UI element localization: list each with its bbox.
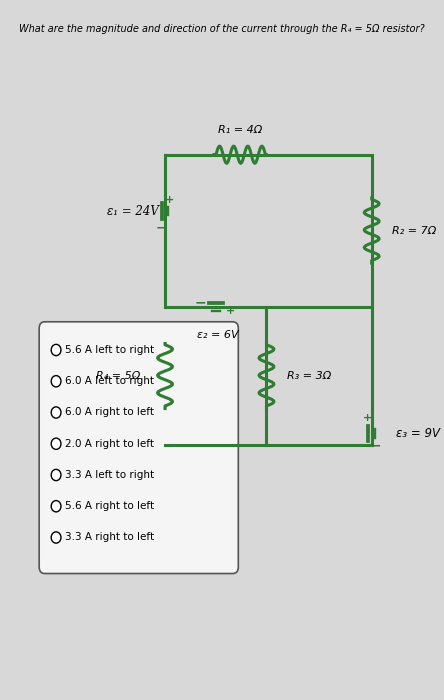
Text: R₄ = 5Ω: R₄ = 5Ω xyxy=(96,371,141,381)
Circle shape xyxy=(51,344,61,356)
Text: +: + xyxy=(165,195,174,204)
Text: −: − xyxy=(371,440,381,453)
Text: 3.3 A right to left: 3.3 A right to left xyxy=(65,533,155,542)
Text: R₂ = 7Ω: R₂ = 7Ω xyxy=(392,225,436,236)
Circle shape xyxy=(51,532,61,543)
FancyBboxPatch shape xyxy=(39,322,238,573)
Text: 6.0 A left to right: 6.0 A left to right xyxy=(65,376,155,386)
Circle shape xyxy=(51,376,61,387)
Text: −: − xyxy=(156,221,166,234)
Text: R₁ = 4Ω: R₁ = 4Ω xyxy=(218,125,262,135)
Text: −: − xyxy=(194,295,206,309)
Text: 6.0 A right to left: 6.0 A right to left xyxy=(65,407,155,417)
Text: What are the magnitude and direction of the current through the R₄ = 5Ω resistor: What are the magnitude and direction of … xyxy=(19,25,424,34)
Text: 5.6 A right to left: 5.6 A right to left xyxy=(65,501,155,511)
Text: 2.0 A right to left: 2.0 A right to left xyxy=(65,439,155,449)
Text: +: + xyxy=(363,414,372,424)
Text: 5.6 A left to right: 5.6 A left to right xyxy=(65,345,155,355)
Circle shape xyxy=(51,407,61,418)
Text: 3.3 A left to right: 3.3 A left to right xyxy=(65,470,155,480)
Text: ε₁ = 24V: ε₁ = 24V xyxy=(107,204,159,218)
Circle shape xyxy=(51,500,61,512)
Text: +: + xyxy=(226,305,235,316)
Circle shape xyxy=(51,470,61,481)
Circle shape xyxy=(51,438,61,449)
Text: R₃ = 3Ω: R₃ = 3Ω xyxy=(287,371,331,381)
Text: ε₃ = 9V: ε₃ = 9V xyxy=(396,427,440,440)
Text: ε₂ = 6V: ε₂ = 6V xyxy=(197,330,238,340)
